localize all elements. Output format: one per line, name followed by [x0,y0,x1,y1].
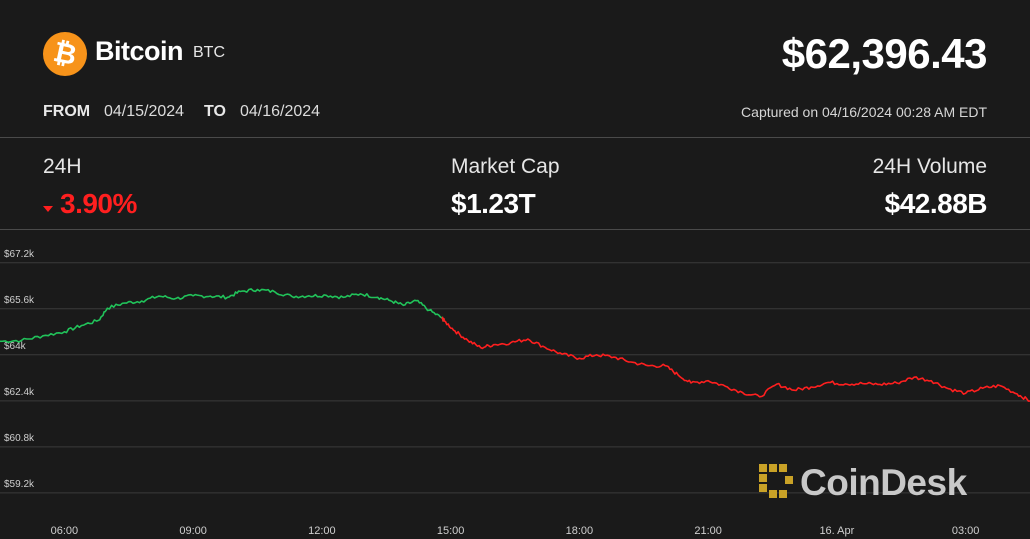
from-label: FROM [43,103,91,120]
market-cap-value: $1.23T [451,188,536,219]
y-tick-label: $67.2k [4,249,35,260]
volume-label: 24H Volume [872,155,987,178]
from-date: 04/15/2024 [104,103,185,120]
x-tick-label: 06:00 [51,525,79,537]
x-tick-label: 18:00 [566,525,594,537]
x-tick-label: 09:00 [179,525,207,537]
series-line-down [441,316,1030,402]
price-chart: $67.2k $65.6k $64k $62.4k $60.8k $59.2k 06:00 0… [0,249,1030,537]
x-tick-label: 15:00 [437,525,465,537]
series-line-up [0,288,445,344]
x-tick-label: 03:00 [952,525,980,537]
divider [0,137,1030,138]
volume-value: $42.88B [884,188,988,219]
market-cap-label: Market Cap [451,155,560,178]
y-tick-label: $59.2k [4,479,35,490]
bitcoin-logo-icon: ₿ [43,32,87,76]
current-price: $62,396.43 [781,30,988,77]
y-tick-label: $65.6k [4,295,35,306]
change-value: 3.90% [60,188,137,219]
divider [0,229,1030,230]
down-arrow-icon [43,206,53,212]
coin-ticker: BTC [193,44,225,61]
coindesk-logo-icon [759,464,793,498]
x-tick-label: 16. Apr [819,525,854,537]
coin-name: Bitcoin [95,36,184,66]
x-tick-label: 21:00 [694,525,722,537]
to-label: TO [204,103,226,120]
x-tick-label: 12:00 [308,525,336,537]
change-label: 24H [43,155,82,178]
y-tick-label: $64k [4,341,27,352]
y-tick-label: $62.4k [4,387,35,398]
to-date: 04/16/2024 [240,103,321,120]
y-tick-label: $60.8k [4,433,35,444]
watermark-text: CoinDesk [800,462,967,503]
captured-timestamp: Captured on 04/16/2024 00:28 AM EDT [741,104,987,120]
